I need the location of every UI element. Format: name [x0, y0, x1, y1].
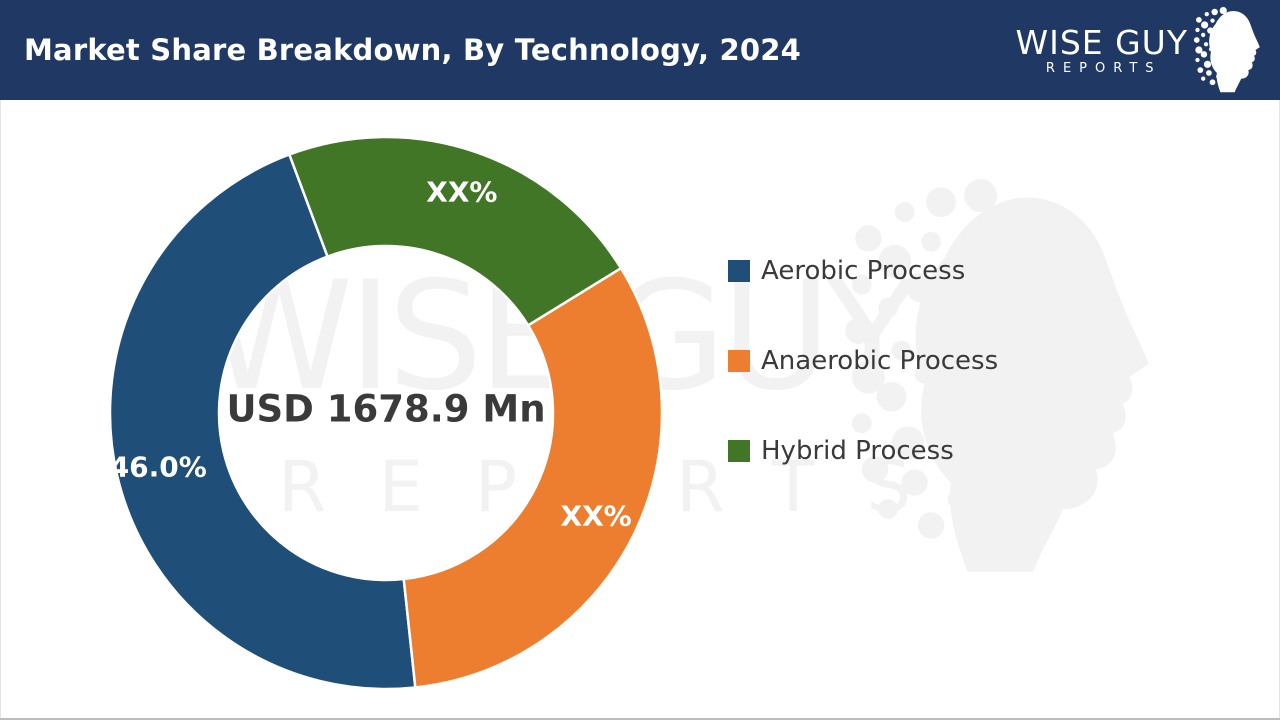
legend-label: Hybrid Process — [761, 436, 954, 466]
slice-value-label: XX% — [426, 175, 498, 209]
donut-slice-aerobic-process — [108, 153, 417, 691]
brand-text: WISE GUY REPORTS — [1015, 26, 1188, 75]
slice-value-label: XX% — [560, 499, 632, 533]
brand-tagline: REPORTS — [1045, 60, 1162, 76]
chart-legend: Aerobic Process Anaerobic Process Hybrid P… — [728, 255, 998, 467]
donut-slice-anaerobic-process — [402, 266, 664, 689]
legend-item: Aerobic Process — [728, 255, 998, 287]
legend-swatch-icon — [728, 350, 750, 372]
donut-slice-hybrid-process — [288, 135, 623, 327]
legend-item: Hybrid Process — [728, 435, 998, 467]
chart-center-value: USD 1678.9 Mn — [226, 387, 546, 431]
brand-name: WISE GUY — [1015, 22, 1188, 62]
legend-label: Aerobic Process — [761, 256, 966, 286]
legend-swatch-icon — [728, 440, 750, 462]
header-bar: Market Share Breakdown, By Technology, 2… — [0, 0, 1280, 100]
legend-swatch-icon — [728, 260, 750, 282]
brand-logo: WISE GUY REPORTS — [1015, 0, 1266, 100]
legend-label: Anaerobic Process — [761, 346, 999, 376]
watermark-face-icon — [845, 179, 1149, 572]
slice-value-label: 46.0% — [109, 450, 207, 484]
wiseguy-face-icon — [1193, 7, 1260, 93]
legend-item: Anaerobic Process — [728, 345, 998, 377]
bottom-divider — [0, 718, 1280, 720]
page-title: Market Share Breakdown, By Technology, 2… — [24, 33, 802, 67]
